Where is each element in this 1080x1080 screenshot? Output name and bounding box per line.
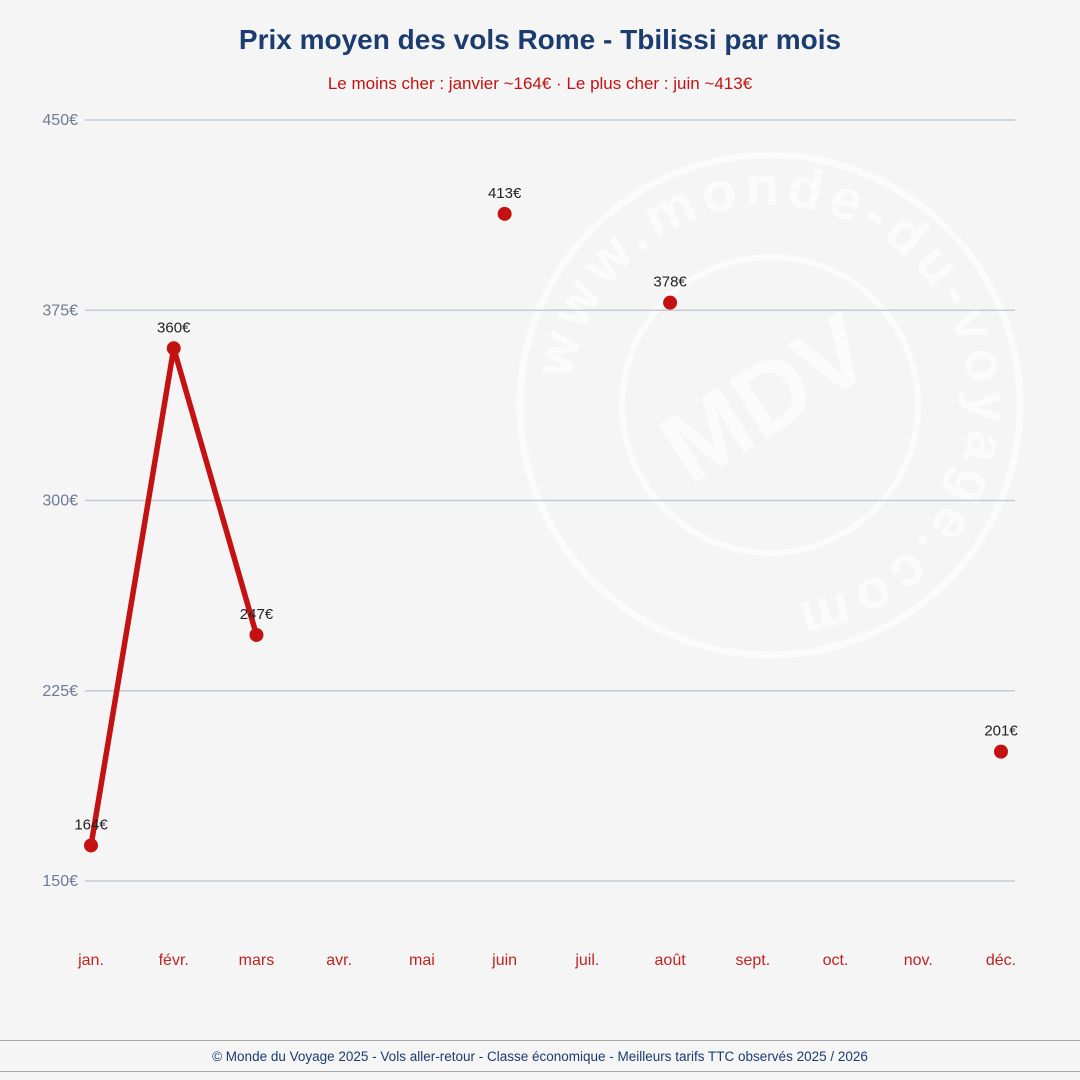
month-label: mai (409, 952, 435, 969)
month-label: févr. (159, 952, 189, 969)
y-tick-label: 300€ (42, 493, 78, 510)
grid: 450€ 375€ 300€ 225€ 150€ (42, 112, 1015, 890)
month-label: août (655, 952, 687, 969)
watermark-center-text: MDV (642, 292, 890, 505)
footer-text: © Monde du Voyage 2025 - Vols aller-reto… (212, 1048, 868, 1064)
month-label: oct. (823, 952, 849, 969)
data-point (84, 838, 98, 853)
data-point-label: 413€ (488, 185, 522, 202)
month-label: avr. (326, 952, 352, 969)
data-point-label: 378€ (653, 274, 687, 291)
data-point (497, 206, 512, 221)
month-label: juin (491, 952, 517, 969)
y-tick-label: 375€ (42, 302, 78, 319)
chart-subtitle: Le moins cher : janvier ~164€ · Le plus … (327, 74, 753, 93)
y-tick-label: 225€ (42, 683, 78, 700)
price-line-segment (88, 345, 260, 849)
data-point (994, 744, 1008, 759)
y-tick-label: 450€ (42, 112, 78, 129)
data-point-label: 164€ (74, 816, 108, 833)
footer: © Monde du Voyage 2025 - Vols aller-reto… (0, 1040, 1080, 1072)
x-axis-labels: jan. févr. mars avr. mai juin juil. août sept. oc… (77, 952, 1016, 969)
data-point (166, 341, 181, 356)
data-point-label: 201€ (984, 723, 1018, 740)
data-point (249, 627, 264, 642)
price-points: 164€ 360€ 247€ 413€ 378€ 201€ (74, 185, 1018, 853)
month-label: nov. (904, 952, 933, 969)
month-label: mars (239, 952, 275, 969)
y-tick-label: 150€ (42, 873, 78, 890)
month-label: juil. (574, 952, 599, 969)
month-label: déc. (986, 952, 1016, 969)
data-point-label: 360€ (157, 319, 191, 336)
price-line-series (88, 345, 260, 849)
chart-title: Prix moyen des vols Rome - Tbilissi par … (238, 24, 842, 55)
month-label: jan. (77, 952, 104, 969)
data-point (663, 295, 678, 310)
month-label: sept. (735, 952, 770, 969)
data-point-label: 247€ (240, 606, 274, 623)
